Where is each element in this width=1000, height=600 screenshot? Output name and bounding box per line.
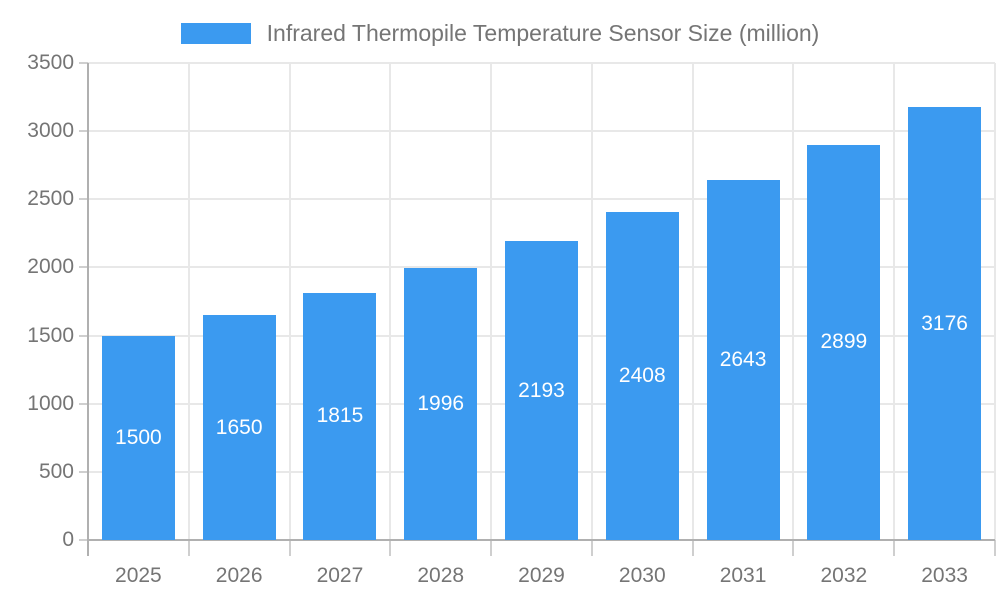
v-gridline [691, 63, 694, 540]
v-gridline [590, 63, 593, 540]
x-tick [994, 540, 996, 556]
bar-2025 [101, 335, 175, 540]
bar-2029 [505, 241, 578, 540]
bar-2027 [303, 292, 377, 540]
bar-2031 [706, 179, 780, 540]
y-axis-label: 3000 [27, 119, 74, 143]
x-axis-label: 2025 [115, 564, 162, 587]
y-tick [79, 334, 88, 337]
x-tick [187, 540, 190, 556]
y-axis-label: 0 [62, 528, 74, 551]
y-axis-label: 2000 [27, 255, 74, 279]
x-axis-label: 2032 [820, 564, 868, 587]
v-gridline [893, 63, 896, 540]
bar-value-label: 1650 [215, 415, 263, 439]
bar-2028 [404, 267, 478, 540]
bar-2030 [605, 211, 679, 540]
y-axis-label: 1000 [27, 391, 74, 415]
x-tick [792, 540, 795, 556]
y-tick [79, 266, 88, 269]
y-tick [79, 198, 88, 201]
x-axis-baseline [88, 539, 995, 541]
x-axis-label: 2033 [921, 564, 968, 587]
bar-value-label: 3176 [921, 311, 968, 335]
chart-legend: Infrared Thermopile Temperature Sensor S… [0, 20, 1000, 46]
h-gridline [88, 62, 995, 64]
y-axis-line [87, 63, 89, 556]
y-axis-label: 1500 [27, 323, 74, 347]
x-axis-label: 2028 [417, 564, 465, 587]
y-axis-label: 2500 [27, 187, 74, 211]
x-tick [288, 540, 291, 556]
v-gridline [792, 63, 795, 540]
y-tick [79, 130, 88, 133]
x-axis-label: 2030 [618, 564, 666, 587]
bar-value-label: 1500 [115, 425, 162, 449]
v-gridline [389, 63, 392, 540]
v-gridline [187, 63, 190, 540]
x-tick [590, 540, 593, 556]
bar-value-label: 2643 [719, 347, 767, 371]
v-gridline [288, 63, 291, 540]
bar-2026 [202, 315, 276, 540]
h-gridline [88, 198, 995, 201]
y-tick [79, 470, 88, 473]
v-gridline [490, 63, 493, 540]
x-tick [490, 540, 493, 556]
v-gridline [994, 63, 996, 540]
y-tick [79, 539, 88, 541]
legend-swatch-icon [180, 22, 251, 44]
x-axis-label: 2031 [719, 564, 767, 587]
bar-value-label: 2408 [618, 363, 666, 387]
y-tick [79, 402, 88, 405]
bar-value-label: 2193 [518, 378, 565, 402]
h-gridline [88, 130, 995, 133]
bar-value-label: 1996 [417, 391, 465, 415]
y-axis-label: 500 [38, 459, 74, 483]
bar-2033 [908, 107, 982, 540]
x-axis-label: 2027 [316, 564, 364, 587]
x-tick [691, 540, 694, 556]
x-tick [893, 540, 896, 556]
x-axis-label: 2026 [215, 564, 263, 587]
bar-value-label: 1815 [316, 404, 364, 428]
bar-2032 [807, 144, 881, 540]
legend-label: Infrared Thermopile Temperature Sensor S… [266, 20, 820, 46]
y-axis-label: 3500 [27, 51, 74, 74]
x-axis-label: 2029 [518, 564, 565, 587]
y-tick [79, 62, 88, 64]
bar-value-label: 2899 [820, 330, 868, 354]
x-tick [389, 540, 392, 556]
